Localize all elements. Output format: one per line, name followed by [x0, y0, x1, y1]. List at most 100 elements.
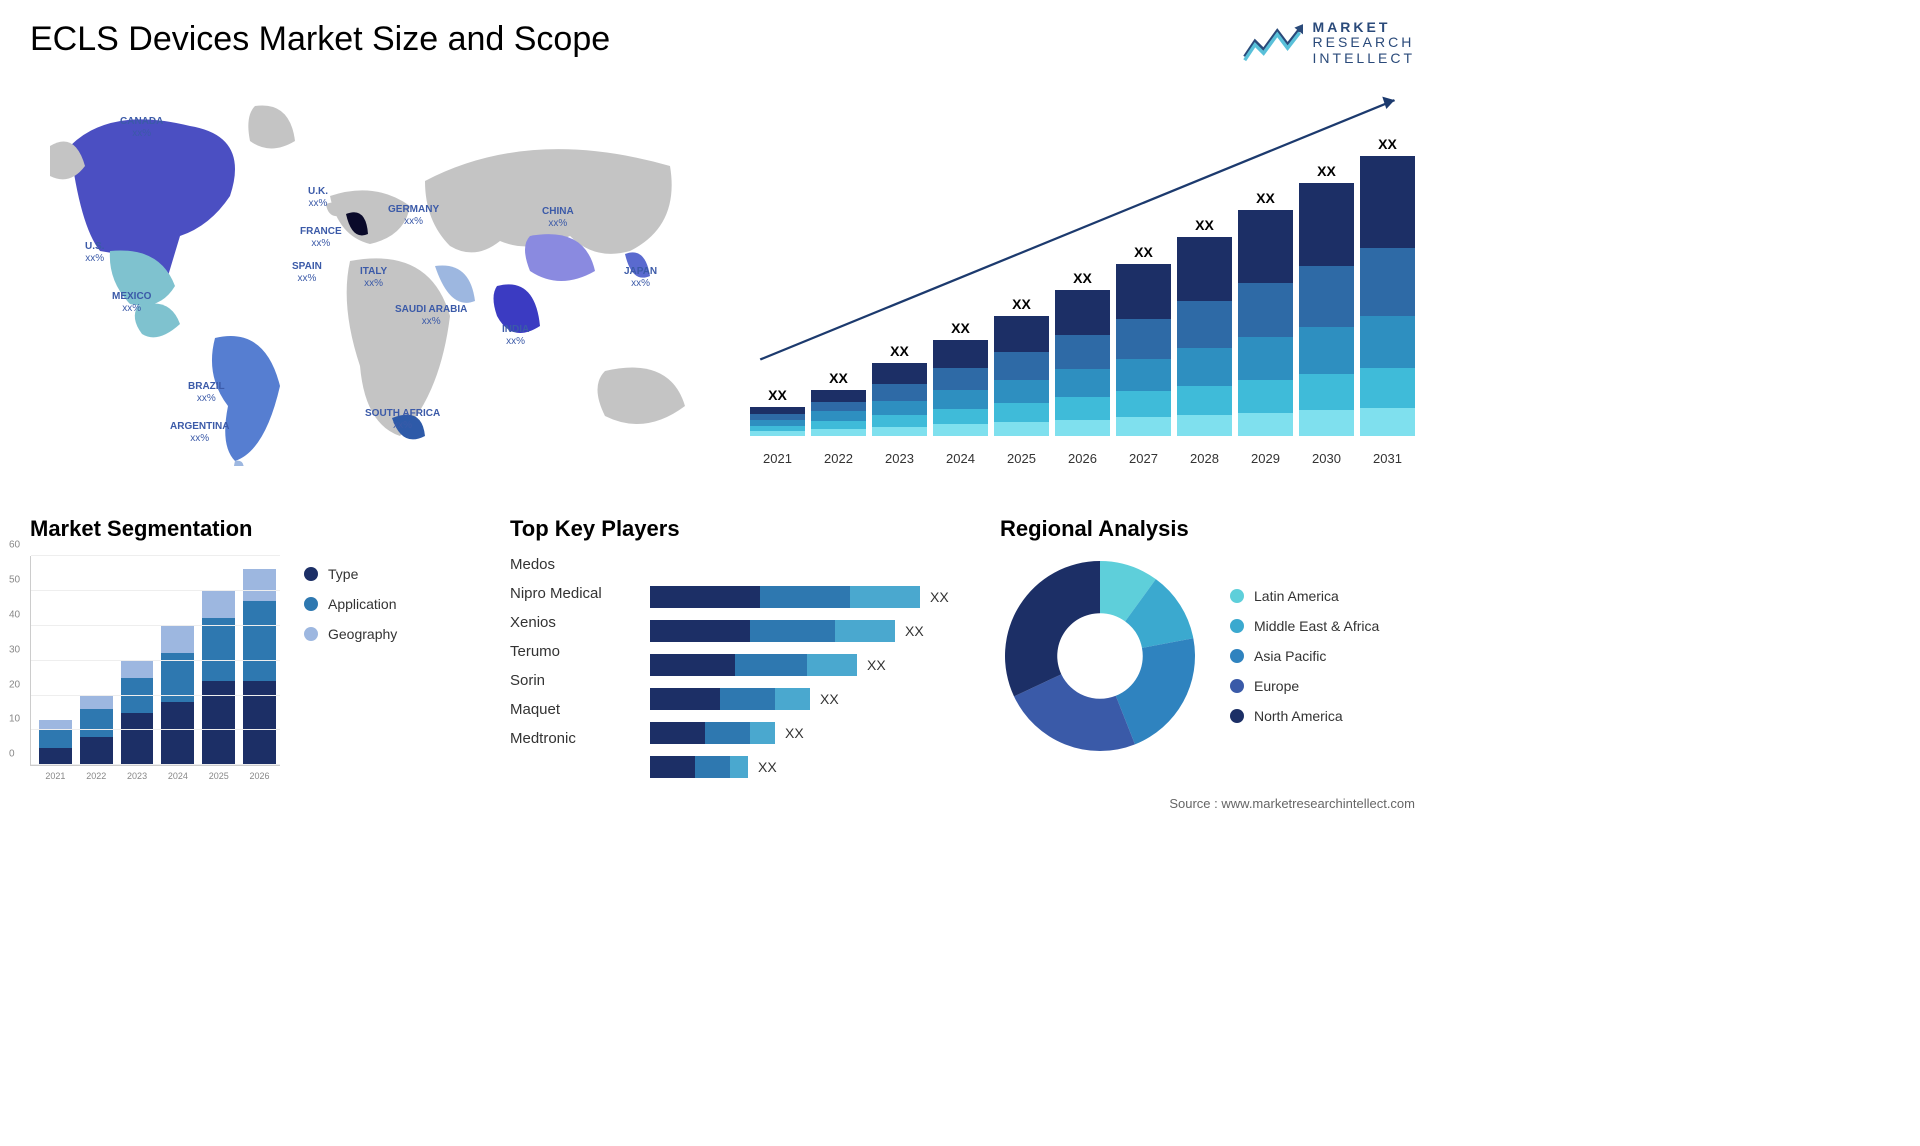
- world-map-section: CANADAxx%U.S.xx%MEXICOxx%BRAZILxx%ARGENT…: [30, 86, 710, 486]
- country-label: ARGENTINAxx%: [170, 421, 229, 444]
- seg-bar: [243, 569, 276, 765]
- player-bar-row: XX: [650, 586, 980, 608]
- seg-y-tick: 0: [9, 749, 15, 760]
- country-label: BRAZILxx%: [188, 381, 225, 404]
- player-name: Medtronic: [510, 730, 640, 747]
- bar-value-label: XX: [1073, 270, 1092, 286]
- stacked-bars: XX XX XX XX XX XX XX XX XX XX XX: [750, 126, 1415, 436]
- seg-y-tick: 30: [9, 644, 20, 655]
- bar-value-label: XX: [1256, 190, 1275, 206]
- xaxis-year: 2030: [1299, 451, 1354, 466]
- bar-value-label: XX: [768, 387, 787, 403]
- players-section: Top Key Players Medos Nipro Medical Xenios…: [510, 516, 980, 778]
- forecast-bar: XX: [872, 343, 927, 436]
- country-label: CANADAxx%: [120, 116, 163, 139]
- seg-x-year: 2021: [39, 771, 72, 781]
- seg-y-tick: 20: [9, 679, 20, 690]
- country-label: U.S.xx%: [85, 241, 104, 264]
- seg-x-year: 2024: [161, 771, 194, 781]
- country-label: INDIAxx%: [502, 324, 529, 347]
- segmentation-chart: 202120222023202420252026 0102030405060: [30, 556, 280, 766]
- xaxis-year: 2026: [1055, 451, 1110, 466]
- player-name: Medos: [510, 556, 640, 573]
- xaxis-year: 2031: [1360, 451, 1415, 466]
- xaxis-year: 2023: [872, 451, 927, 466]
- forecast-bar: XX: [1238, 190, 1293, 436]
- bar-value-label: XX: [829, 370, 848, 386]
- regional-title: Regional Analysis: [1000, 516, 1415, 542]
- legend-item: Middle East & Africa: [1230, 618, 1379, 634]
- regional-legend: Latin America Middle East & Africa Asia Pa…: [1230, 588, 1379, 724]
- seg-y-tick: 60: [9, 540, 20, 551]
- country-label: FRANCExx%: [300, 226, 342, 249]
- country-label: SAUDI ARABIAxx%: [395, 304, 467, 327]
- country-label: SOUTH AFRICAxx%: [365, 408, 440, 431]
- legend-item: Application: [304, 596, 397, 612]
- seg-x-year: 2022: [80, 771, 113, 781]
- country-label: U.K.xx%: [308, 186, 328, 209]
- bar-value-label: XX: [1195, 217, 1214, 233]
- players-names: Medos Nipro Medical Xenios Terumo Sorin Maque…: [510, 556, 640, 778]
- bar-value-label: XX: [1012, 296, 1031, 312]
- player-name: Sorin: [510, 672, 640, 689]
- bar-value-label: XX: [1317, 163, 1336, 179]
- forecast-bar: XX: [750, 387, 805, 436]
- legend-item: Geography: [304, 626, 397, 642]
- legend-item: Type: [304, 566, 397, 582]
- seg-bar: [39, 720, 72, 766]
- xaxis-year: 2022: [811, 451, 866, 466]
- player-value: XX: [758, 759, 777, 775]
- player-name: Maquet: [510, 701, 640, 718]
- country-label: JAPANxx%: [624, 266, 657, 289]
- xaxis-year: 2021: [750, 451, 805, 466]
- seg-x-year: 2026: [243, 771, 276, 781]
- players-bars: XX XX XX XX XX XX: [650, 556, 980, 778]
- forecast-bar: XX: [994, 296, 1049, 436]
- bar-value-label: XX: [1134, 244, 1153, 260]
- seg-bar: [202, 590, 235, 765]
- player-value: XX: [930, 589, 949, 605]
- legend-item: Europe: [1230, 678, 1379, 694]
- xaxis-year: 2027: [1116, 451, 1171, 466]
- xaxis-year: 2025: [994, 451, 1049, 466]
- logo-line2: RESEARCH: [1313, 35, 1415, 50]
- forecast-stacked-chart: XXXXXXXXXXXXXXXXXXXXXX 20212022202320242…: [750, 86, 1415, 466]
- legend-item: Latin America: [1230, 588, 1379, 604]
- logo: MARKET RESEARCH INTELLECT: [1243, 20, 1415, 66]
- forecast-bar: XX: [1299, 163, 1354, 436]
- seg-y-tick: 40: [9, 609, 20, 620]
- regional-section: Regional Analysis Latin America Middle Ea…: [1000, 516, 1415, 778]
- legend-item: North America: [1230, 708, 1379, 724]
- country-label: ITALYxx%: [360, 266, 387, 289]
- seg-x-year: 2025: [202, 771, 235, 781]
- seg-y-tick: 10: [9, 714, 20, 725]
- donut-slice: [1005, 561, 1100, 696]
- page-title: ECLS Devices Market Size and Scope: [30, 20, 610, 59]
- forecast-bar: XX: [933, 320, 988, 436]
- country-label: SPAINxx%: [292, 261, 322, 284]
- logo-line1: MARKET: [1313, 20, 1415, 35]
- player-value: XX: [867, 657, 886, 673]
- forecast-bar: XX: [811, 370, 866, 436]
- player-bar-row: XX: [650, 654, 980, 676]
- forecast-bar: XX: [1116, 244, 1171, 436]
- players-title: Top Key Players: [510, 516, 980, 542]
- player-name: Xenios: [510, 614, 640, 631]
- logo-icon: [1243, 23, 1303, 63]
- player-bar-row: XX: [650, 620, 980, 642]
- stacked-xaxis: 2021202220232024202520262027202820292030…: [750, 451, 1415, 466]
- legend-item: Asia Pacific: [1230, 648, 1379, 664]
- forecast-bar: XX: [1055, 270, 1110, 436]
- bar-value-label: XX: [1378, 136, 1397, 152]
- player-name: Terumo: [510, 643, 640, 660]
- player-value: XX: [785, 725, 804, 741]
- xaxis-year: 2028: [1177, 451, 1232, 466]
- segmentation-section: Market Segmentation 20212022202320242025…: [30, 516, 490, 778]
- bar-value-label: XX: [890, 343, 909, 359]
- country-label: CHINAxx%: [542, 206, 574, 229]
- player-name: Nipro Medical: [510, 585, 640, 602]
- source-text: Source : www.marketresearchintellect.com: [30, 796, 1415, 811]
- seg-x-year: 2023: [121, 771, 154, 781]
- player-bar-row: XX: [650, 688, 980, 710]
- player-value: XX: [905, 623, 924, 639]
